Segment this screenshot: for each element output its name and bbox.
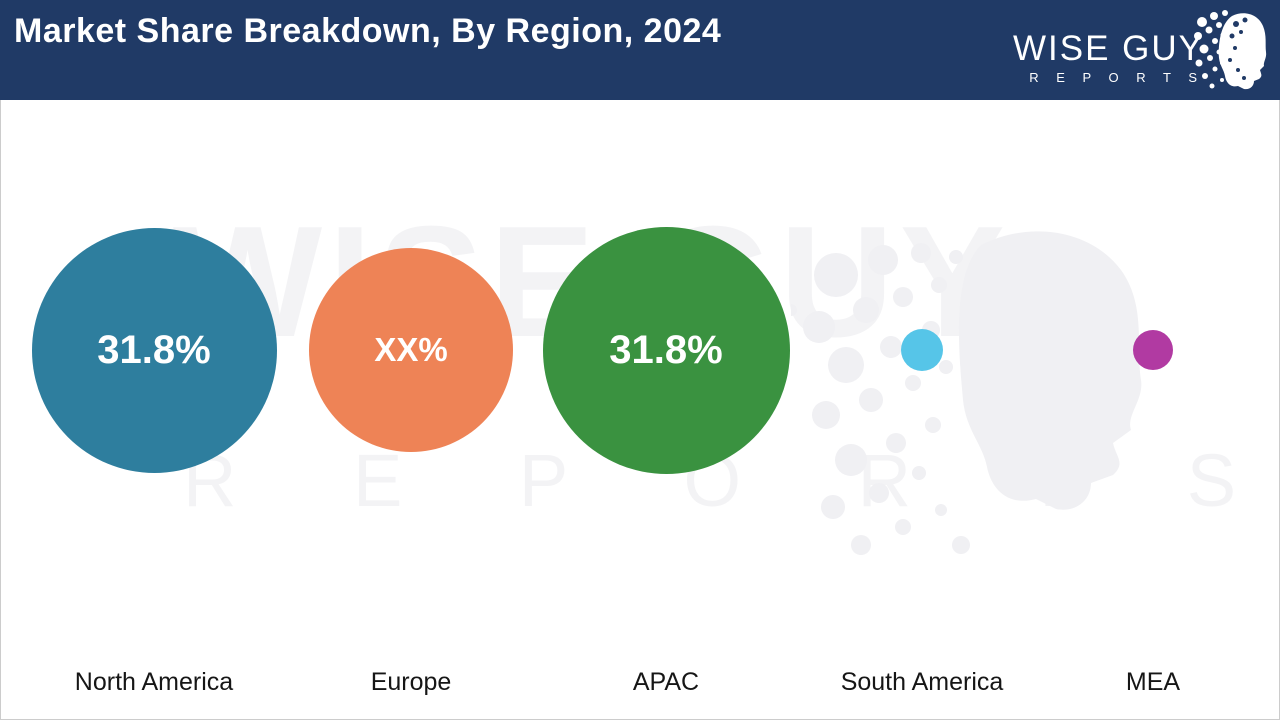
watermark-head-icon	[791, 231, 1142, 555]
bubble-south-america[interactable]	[901, 329, 943, 371]
region-label-mea: MEA	[1125, 668, 1181, 696]
bubble-europe[interactable]: XX%	[309, 248, 513, 452]
bubble-mea[interactable]	[1133, 330, 1173, 370]
bubble-value-label: XX%	[374, 331, 448, 368]
region-label-north-america: North America	[74, 668, 234, 696]
bubble-north-america[interactable]: 31.8%	[31, 227, 277, 473]
region-label-apac: APAC	[632, 668, 700, 696]
wise-guy-logo: WISE GUY R E P O R T S	[1013, 8, 1270, 96]
page-title: Market Share Breakdown, By Region, 2024	[14, 12, 722, 50]
logo-text-reports: R E P O R T S	[1029, 70, 1204, 85]
region-label-europe: Europe	[370, 668, 452, 696]
bubble-value-label: 31.8%	[609, 327, 723, 372]
logo-head-icon	[1194, 10, 1267, 90]
chart-area: WISE GUY R E P O R T S 31.8%	[0, 100, 1280, 720]
region-label-south-america: South America	[840, 668, 1004, 696]
logo-text-wise-guy: WISE GUY	[1012, 29, 1204, 68]
bubble-value-label: 31.8%	[97, 327, 211, 372]
bubble-apac[interactable]: 31.8%	[542, 226, 790, 474]
header-bar: Market Share Breakdown, By Region, 2024 …	[0, 0, 1280, 100]
